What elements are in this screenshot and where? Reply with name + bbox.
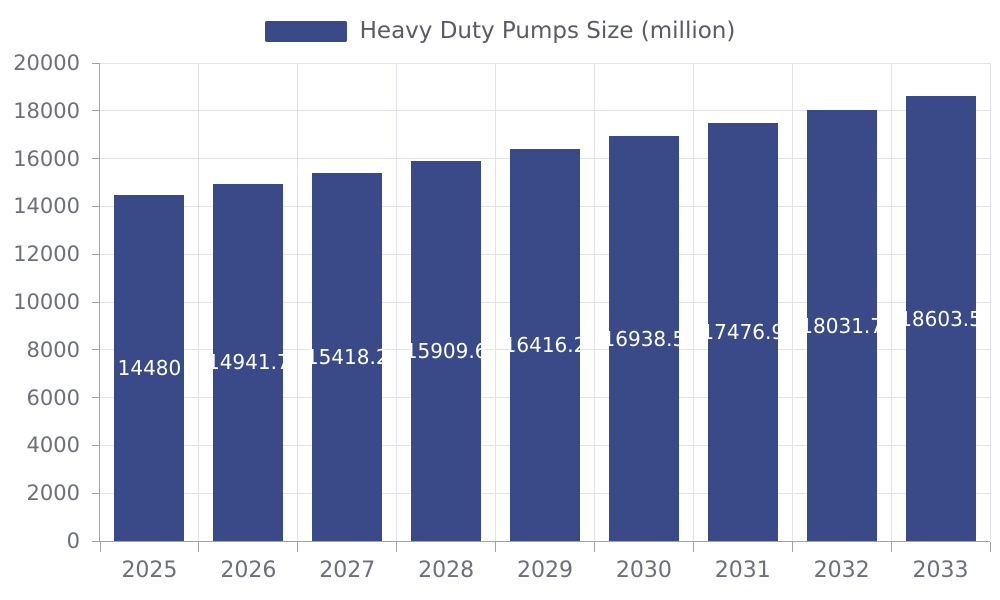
- bar-value-label: 14941.7: [206, 350, 290, 375]
- v-gridline: [692, 63, 694, 541]
- bar[interactable]: [608, 136, 679, 541]
- bar[interactable]: [905, 96, 976, 541]
- v-gridline: [791, 63, 793, 541]
- v-gridline: [495, 63, 497, 541]
- x-axis-tick: [396, 542, 398, 552]
- y-tick-label: 20000: [13, 51, 80, 75]
- legend-label: Heavy Duty Pumps Size (million): [359, 18, 736, 44]
- y-axis-tick: [92, 158, 100, 160]
- y-axis-tick: [92, 492, 100, 494]
- x-tick-label: 2025: [121, 558, 178, 583]
- bar[interactable]: [114, 194, 185, 541]
- x-axis-tick: [198, 542, 200, 552]
- bar[interactable]: [806, 110, 877, 541]
- v-gridline: [198, 63, 200, 541]
- bar[interactable]: [312, 172, 383, 541]
- y-tick-label: 6000: [26, 385, 80, 410]
- y-tick-label: 18000: [13, 98, 80, 123]
- bar-value-label: 17476.9: [701, 320, 785, 345]
- bar[interactable]: [707, 123, 778, 541]
- h-gridline: [100, 62, 990, 64]
- y-axis-tick: [92, 444, 100, 446]
- y-tick-label: 2000: [26, 481, 80, 506]
- x-axis-tick: [890, 542, 892, 552]
- y-tick-label: 14000: [13, 194, 80, 219]
- bar-value-label: 14480: [117, 355, 182, 380]
- x-axis-line: [100, 541, 990, 542]
- x-axis-tick: [791, 542, 793, 552]
- y-tick-label: 12000: [13, 242, 80, 267]
- v-gridline: [989, 63, 991, 541]
- y-tick-label: 10000: [13, 290, 80, 314]
- x-axis-tick: [593, 542, 595, 552]
- x-axis-tick: [297, 542, 299, 552]
- bar-value-label: 16416.2: [503, 332, 587, 357]
- x-tick-label: 2027: [319, 558, 376, 583]
- y-axis-tick: [92, 349, 100, 351]
- h-gridline: [100, 110, 990, 112]
- legend-item[interactable]: Heavy Duty Pumps Size (million): [0, 20, 1000, 43]
- y-axis-tick: [92, 62, 100, 64]
- v-gridline: [593, 63, 595, 541]
- v-gridline: [297, 63, 299, 541]
- y-tick-label: 16000: [13, 146, 80, 171]
- x-tick-label: 2033: [912, 558, 969, 583]
- bar-value-label: 18603.5: [899, 306, 982, 331]
- y-axis-tick: [92, 540, 100, 542]
- x-tick-label: 2032: [813, 558, 870, 583]
- v-gridline: [396, 63, 398, 541]
- y-axis-tick: [92, 397, 100, 399]
- bar-value-label: 18031.7: [800, 313, 884, 338]
- bar[interactable]: [213, 183, 284, 541]
- bar[interactable]: [510, 148, 580, 541]
- bar[interactable]: [411, 160, 482, 541]
- x-axis-tick: [989, 542, 991, 552]
- y-axis-tick: [92, 301, 100, 303]
- x-axis-tick: [692, 542, 694, 552]
- bar-value-label: 16938.5: [602, 326, 686, 351]
- y-axis-tick: [92, 253, 100, 255]
- x-tick-label: 2031: [714, 558, 771, 583]
- legend-swatch: [264, 21, 347, 42]
- y-axis-tick: [92, 110, 100, 112]
- v-gridline: [890, 63, 892, 541]
- x-tick-label: 2030: [615, 558, 672, 583]
- y-tick-label: 8000: [26, 337, 80, 362]
- y-tick-label: 4000: [26, 433, 80, 458]
- x-tick-label: 2029: [517, 558, 573, 583]
- x-axis-tick: [99, 542, 101, 552]
- x-tick-label: 2028: [418, 558, 475, 583]
- bar-value-label: 15418.2: [305, 344, 389, 369]
- bar-value-label: 15909.6: [404, 338, 488, 363]
- y-axis-tick: [92, 205, 100, 207]
- x-tick-label: 2026: [220, 558, 277, 583]
- y-tick-label: 0: [66, 529, 80, 553]
- x-axis-tick: [495, 542, 497, 552]
